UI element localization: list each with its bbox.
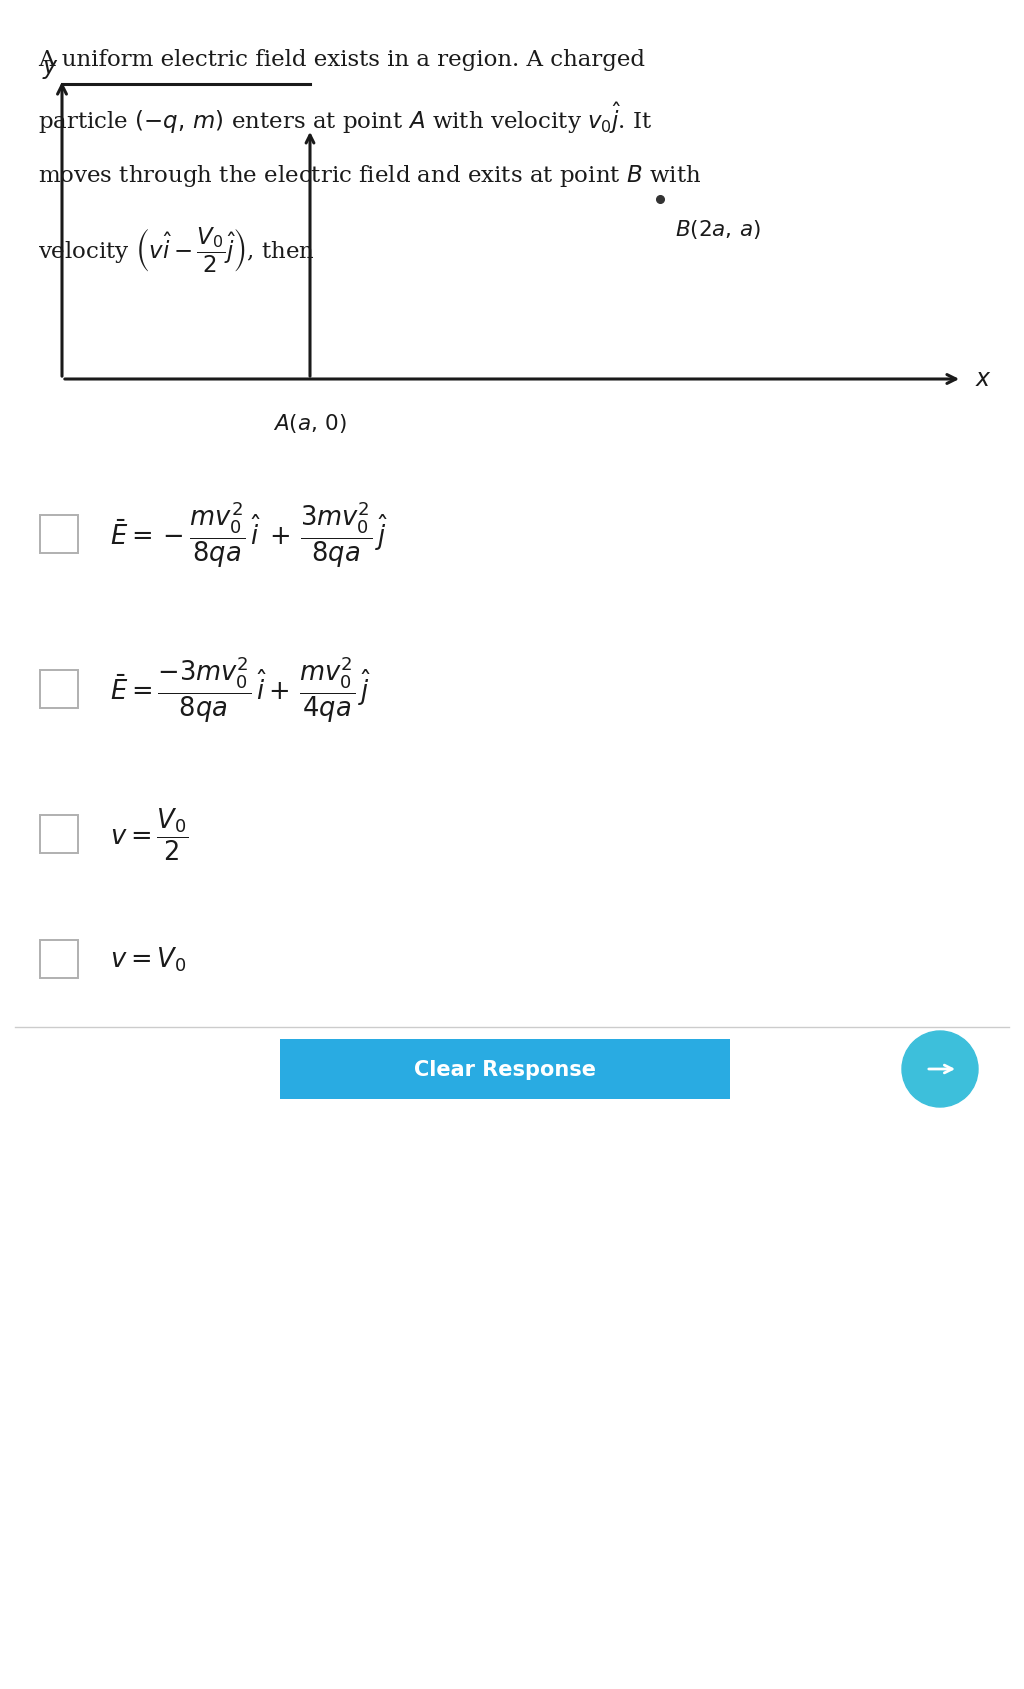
Text: $\it{B}(2a,\,a)$: $\it{B}(2a,\,a)$ xyxy=(675,218,761,242)
Text: $y$: $y$ xyxy=(42,59,58,81)
Bar xyxy=(40,941,78,978)
Text: $x$: $x$ xyxy=(975,368,992,392)
Bar xyxy=(280,1039,730,1100)
Text: $\bar{E} = \dfrac{-3mv_0^2}{8qa}\,\hat{i} +\, \dfrac{mv_0^2}{4qa}\,\hat{j}$: $\bar{E} = \dfrac{-3mv_0^2}{8qa}\,\hat{i… xyxy=(110,655,372,725)
Bar xyxy=(40,671,78,709)
Bar xyxy=(40,816,78,853)
Text: particle $(-q,\,m)$ enters at point $A$ with velocity $v_0\hat{j}$. It: particle $(-q,\,m)$ enters at point $A$ … xyxy=(38,100,652,135)
Text: velocity $\left(v\hat{i} - \dfrac{V_0}{2}\hat{j}\right)$, then: velocity $\left(v\hat{i} - \dfrac{V_0}{2… xyxy=(38,225,314,274)
Text: $A(a,\,0)$: $A(a,\,0)$ xyxy=(273,412,347,434)
Text: $\bar{E} = -\dfrac{mv_0^2}{8qa}\,\hat{i}\; +\, \dfrac{3mv_0^2}{8qa}\,\hat{j}$: $\bar{E} = -\dfrac{mv_0^2}{8qa}\,\hat{i}… xyxy=(110,500,388,569)
Text: $v = V_0$: $v = V_0$ xyxy=(110,946,186,973)
Circle shape xyxy=(902,1032,978,1108)
Text: moves through the electric field and exits at point $B$ with: moves through the electric field and exi… xyxy=(38,162,701,189)
Text: Clear Response: Clear Response xyxy=(414,1059,596,1079)
Text: A uniform electric field exists in a region. A charged: A uniform electric field exists in a reg… xyxy=(38,49,645,71)
Bar xyxy=(40,515,78,554)
Text: $v = \dfrac{V_0}{2}$: $v = \dfrac{V_0}{2}$ xyxy=(110,806,188,863)
